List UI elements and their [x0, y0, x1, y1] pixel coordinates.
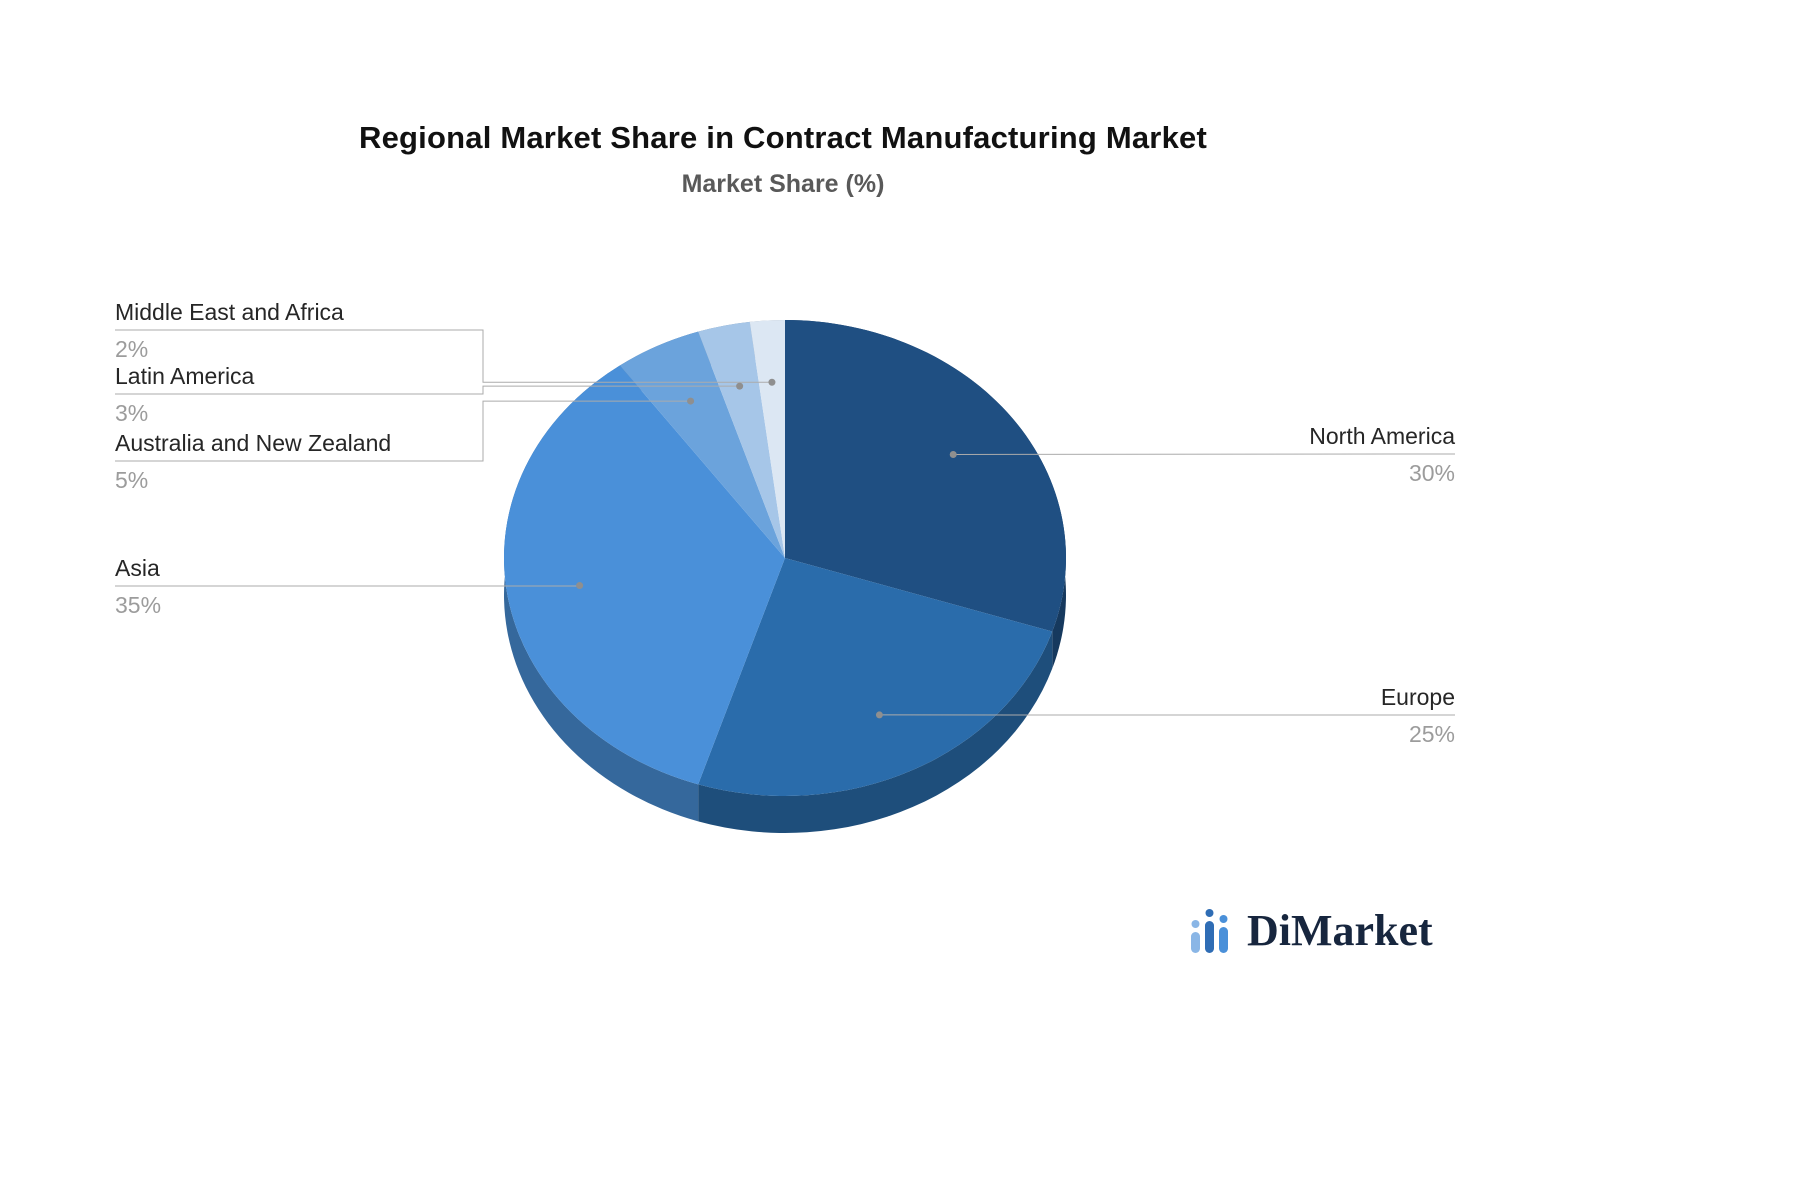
- label-line: [115, 329, 772, 383]
- pie-slice-middle-east-and-africa[interactable]: [749, 320, 785, 558]
- label-line: [115, 385, 740, 395]
- slice-label-value: 35%: [115, 592, 162, 618]
- slice-label-name: Australia and New Zealand: [115, 430, 392, 456]
- pie-slice-australia-and-new-zealand[interactable]: [619, 331, 785, 558]
- pie-slice-asia[interactable]: [504, 365, 785, 785]
- pie-slice-latin-america[interactable]: [698, 321, 785, 558]
- slice-label-value: 5%: [115, 467, 149, 493]
- slice-label-name: Asia: [115, 555, 160, 581]
- slice-label-name: Middle East and Africa: [115, 299, 344, 325]
- brand-logo: DiMarket: [1188, 905, 1433, 957]
- pie-slice-side: [503, 365, 699, 822]
- slice-label-value: 2%: [115, 336, 149, 362]
- pie-slice-north-america[interactable]: [785, 320, 1066, 632]
- pie-slice-europe[interactable]: [698, 558, 1053, 796]
- label-dot: [768, 378, 776, 386]
- label-dot: [576, 582, 584, 590]
- label-dot: [736, 382, 744, 390]
- pie-slice-side: [698, 631, 1053, 833]
- slice-label-name: North America: [1309, 423, 1455, 449]
- brand-name: DiMarket: [1247, 906, 1433, 955]
- slice-label-value: 25%: [1408, 721, 1455, 747]
- slice-label-value: 3%: [115, 400, 149, 426]
- label-dot: [949, 450, 957, 458]
- slice-label-name: Europe: [1380, 684, 1455, 710]
- chart-subtitle: Market Share (%): [681, 170, 885, 198]
- label-dot: [687, 397, 695, 405]
- slice-label-value: 30%: [1408, 460, 1455, 486]
- slice-label-name: Latin America: [115, 363, 255, 389]
- dimarket-logo-icon: [1191, 909, 1228, 953]
- chart-title: Regional Market Share in Contract Manufa…: [359, 120, 1207, 155]
- label-dot: [875, 711, 883, 719]
- label-line: [115, 400, 691, 462]
